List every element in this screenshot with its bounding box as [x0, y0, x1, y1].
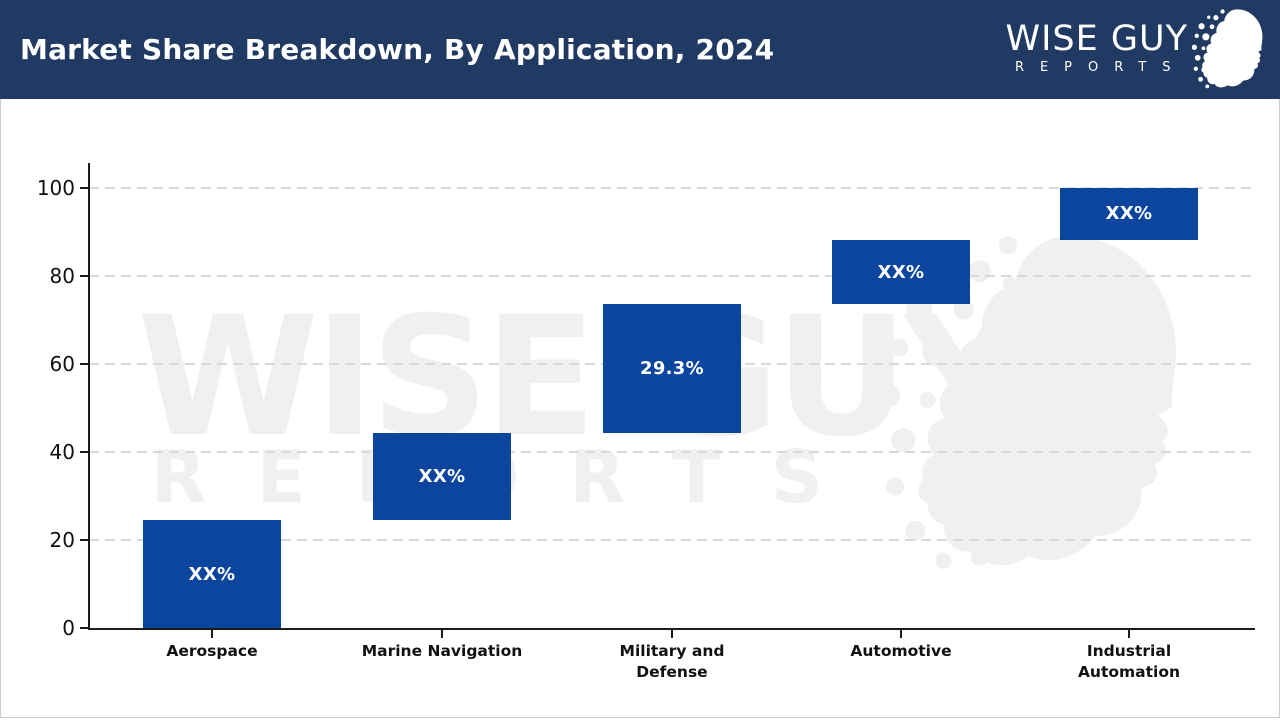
bar-value-label-aerospace: XX% — [188, 563, 236, 585]
chart-title: Market Share Breakdown, By Application, … — [20, 33, 775, 66]
x-category-label-military-and-defense: Military and Defense — [619, 642, 725, 681]
gridline-100 — [89, 187, 1255, 189]
header-bar: Market Share Breakdown, By Application, … — [0, 0, 1280, 99]
x-category-label-aerospace: Aerospace — [166, 642, 258, 660]
logo-wordmark: WISE GUY — [1005, 19, 1188, 59]
ytick-mark-20 — [80, 539, 88, 541]
xtick-mark-military-and-defense — [671, 630, 673, 638]
bar-value-label-automotive: XX% — [877, 261, 925, 283]
logo-head-icon — [1192, 9, 1263, 89]
bar-value-label-marine-navigation: XX% — [418, 466, 466, 488]
xtick-mark-aerospace — [211, 630, 213, 638]
ytick-mark-40 — [80, 451, 88, 453]
x-category-label-marine-navigation: Marine Navigation — [361, 642, 523, 660]
x-axis-spine — [88, 628, 1255, 630]
x-category-label-industrial-automation: Industrial Automation — [1077, 642, 1181, 681]
x-category-label-automotive: Automotive — [850, 642, 952, 660]
bar-value-label-industrial-automation: XX% — [1105, 203, 1153, 225]
watermark-wordmark: WISE GUY — [137, 281, 1023, 473]
chart-canvas: WISE GUY REPORTS 0 20 40 60 80 100 XX% Aerospa — [0, 99, 1280, 718]
ytick-label-100: 100 — [36, 176, 75, 200]
logo-subtext: REPORTS — [1014, 60, 1187, 75]
bar-aerospace: XX% — [143, 520, 281, 628]
bar-automotive: XX% — [832, 239, 970, 305]
bar-marine-navigation: XX% — [373, 433, 511, 521]
bar-military-and-defense: 29.3% — [603, 304, 741, 434]
ytick-mark-60 — [80, 363, 88, 365]
gridline-80 — [89, 275, 1255, 277]
gridline-20 — [89, 539, 1255, 541]
ytick-label-80: 80 — [49, 264, 75, 288]
brand-logo-text: WISE GUY REPORTS — [1005, 19, 1188, 77]
y-axis-spine — [88, 163, 90, 630]
bar-industrial-automation: XX% — [1060, 188, 1198, 240]
ytick-mark-80 — [80, 275, 88, 277]
xtick-mark-automotive — [900, 630, 902, 638]
ytick-mark-0 — [80, 627, 88, 629]
ytick-label-40: 40 — [49, 440, 75, 464]
xtick-mark-marine-navigation — [441, 630, 443, 638]
ytick-label-20: 20 — [49, 528, 75, 552]
gridline-40 — [89, 451, 1255, 453]
brand-logo: WISE GUY REPORTS — [1005, 6, 1266, 90]
ytick-mark-100 — [80, 187, 88, 189]
ytick-label-0: 0 — [62, 616, 75, 640]
bar-value-label-military-and-defense: 29.3% — [640, 358, 704, 380]
ytick-label-60: 60 — [49, 352, 75, 376]
xtick-mark-industrial-automation — [1128, 630, 1130, 638]
